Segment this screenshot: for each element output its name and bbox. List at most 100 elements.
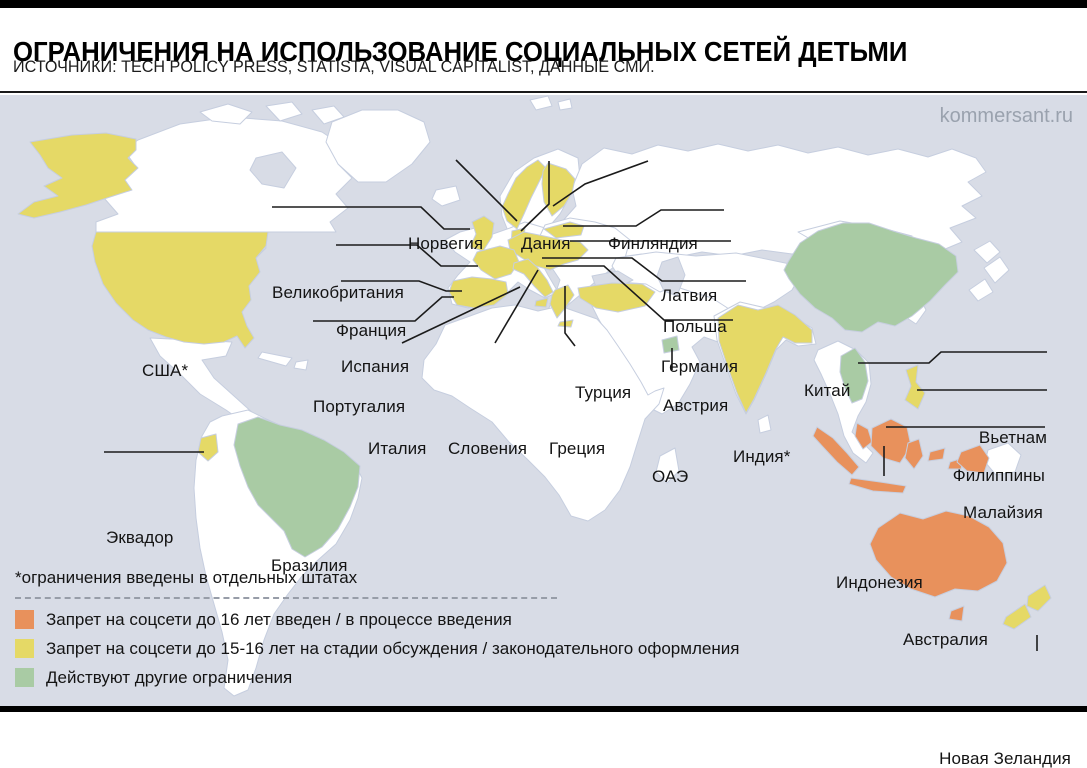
svalbard bbox=[529, 95, 553, 111]
map-canvas bbox=[17, 95, 1052, 697]
leader-greece bbox=[564, 286, 576, 347]
leader-denmark bbox=[520, 161, 550, 232]
map-label-philippines: Филиппины bbox=[952, 466, 1045, 485]
country-new-zealand bbox=[1002, 603, 1032, 630]
hudson-bay bbox=[249, 151, 297, 189]
map-label-vietnam: Вьетнам bbox=[978, 428, 1047, 447]
country-ecuador bbox=[197, 433, 219, 462]
hispaniola bbox=[293, 359, 309, 371]
sumatra bbox=[812, 426, 860, 476]
map-label-poland: Польша bbox=[663, 317, 727, 336]
legend-label: Действуют другие ограничения bbox=[46, 667, 293, 687]
legend-footnote: *ограничения введены в отдельных штатах bbox=[15, 568, 358, 587]
leader-france bbox=[336, 244, 478, 267]
country-malaysia-peninsula bbox=[854, 422, 873, 450]
bottom-black-bar bbox=[0, 706, 1087, 712]
country-alaska bbox=[17, 132, 139, 219]
map-label-latvia: Латвия bbox=[661, 286, 718, 305]
legend-item-other_restrictions: Действуют другие ограничения bbox=[15, 668, 895, 687]
legend-swatch-ban_discussion bbox=[15, 639, 34, 658]
map-label-germany: Германия bbox=[661, 357, 739, 376]
top-black-bar bbox=[0, 0, 1087, 8]
legend-swatch-ban_introduced bbox=[15, 610, 34, 629]
caspian-sea bbox=[656, 256, 686, 297]
leader-spain bbox=[341, 280, 462, 292]
map-label-austria: Австрия bbox=[663, 396, 729, 415]
japan bbox=[968, 278, 994, 302]
map-label-denmark: Дания bbox=[521, 234, 571, 253]
leader-slovenia bbox=[494, 269, 539, 344]
map-label-china: Китай bbox=[804, 381, 851, 400]
map-label-france: Франция bbox=[336, 321, 407, 340]
world-map: kommersant.ru Норвегия Дания Финляндия Вели… bbox=[0, 95, 1087, 768]
country-vietnam bbox=[839, 347, 869, 404]
country-india bbox=[717, 304, 813, 414]
country-finland bbox=[541, 162, 576, 217]
landmass-greenland bbox=[325, 109, 431, 183]
legend-label: Запрет на соцсети до 15-16 лет на стадии… bbox=[46, 638, 740, 658]
country-new-zealand bbox=[1026, 584, 1052, 612]
sri-lanka bbox=[757, 414, 772, 434]
legend-rows: Запрет на соцсети до 16 лет введен / в п… bbox=[15, 610, 895, 687]
country-australia bbox=[869, 510, 1008, 598]
country-china bbox=[783, 222, 959, 333]
countries-other-restrictions bbox=[233, 222, 959, 558]
leader-vietnam bbox=[858, 351, 1047, 364]
watermark: kommersant.ru bbox=[939, 105, 1073, 127]
country-greece bbox=[549, 284, 575, 319]
west-new-guinea bbox=[956, 444, 990, 474]
legend: *ограничения введены в отдельных штатах … bbox=[15, 568, 895, 697]
map-labels: Норвегия Дания Финляндия Великобритания Фран… bbox=[0, 95, 1087, 768]
map-label-finland: Финляндия bbox=[608, 234, 698, 253]
country-usa bbox=[91, 231, 269, 349]
leader-uk bbox=[272, 206, 470, 230]
cuba bbox=[257, 351, 293, 367]
sources-line: ИСТОЧНИКИ: TECH POLICY PRESS, STATISTA, … bbox=[13, 57, 655, 76]
map-label-portugal: Португалия bbox=[313, 397, 406, 416]
page-title: ОГРАНИЧЕНИЯ НА ИСПОЛЬЗОВАНИЕ СОЦИАЛЬНЫХ … bbox=[13, 35, 908, 67]
country-france bbox=[472, 245, 520, 280]
map-label-norway: Норвегия bbox=[408, 234, 484, 253]
tasmania bbox=[948, 605, 965, 622]
map-label-greece: Греция bbox=[549, 439, 606, 458]
map-label-slovenia: Словения bbox=[448, 439, 528, 458]
leader-germany bbox=[542, 257, 746, 282]
madagascar bbox=[655, 447, 680, 484]
lesser-sunda bbox=[927, 447, 946, 462]
arctic-island bbox=[265, 101, 303, 122]
map-label-new-zealand: Новая Зеландия bbox=[939, 749, 1071, 768]
map-label-malaysia: Малайзия bbox=[963, 503, 1043, 522]
map-label-uk: Великобритания bbox=[272, 283, 404, 302]
leader-lines bbox=[104, 159, 1047, 651]
java bbox=[848, 477, 907, 494]
leader-portugal bbox=[313, 296, 454, 322]
map-label-india: Индия* bbox=[733, 447, 791, 466]
arctic-island bbox=[199, 103, 253, 125]
landmass-africa bbox=[421, 304, 665, 522]
country-philippines bbox=[904, 364, 926, 410]
country-brazil bbox=[233, 416, 361, 558]
sicily bbox=[534, 297, 549, 308]
country-norway bbox=[501, 159, 547, 230]
leader-austria bbox=[546, 265, 733, 321]
legend-item-ban_introduced: Запрет на соцсети до 16 лет введен / в п… bbox=[15, 610, 895, 629]
country-uae bbox=[661, 335, 680, 354]
map-label-uae: ОАЭ bbox=[652, 467, 689, 486]
landmass-iceland bbox=[431, 185, 461, 207]
legend-label: Запрет на соцсети до 16 лет введен / в п… bbox=[46, 609, 512, 629]
countries-ban-introduced bbox=[812, 418, 1008, 622]
svalbard bbox=[557, 98, 573, 111]
country-uk bbox=[469, 215, 495, 252]
map-label-indonesia: Индонезия bbox=[836, 573, 923, 592]
map-label-ecuador: Эквадор bbox=[106, 528, 174, 547]
map-label-australia: Австралия bbox=[903, 630, 988, 649]
sulawesi bbox=[904, 438, 924, 470]
japan bbox=[983, 256, 1010, 284]
leader-latvia bbox=[563, 209, 724, 227]
header-rule bbox=[0, 91, 1087, 93]
country-turkey bbox=[577, 282, 656, 313]
legend-swatch-other_restrictions bbox=[15, 668, 34, 687]
map-label-italy: Италия bbox=[368, 439, 427, 458]
legend-divider bbox=[15, 597, 557, 599]
map-label-brazil: Бразилия bbox=[271, 556, 348, 575]
